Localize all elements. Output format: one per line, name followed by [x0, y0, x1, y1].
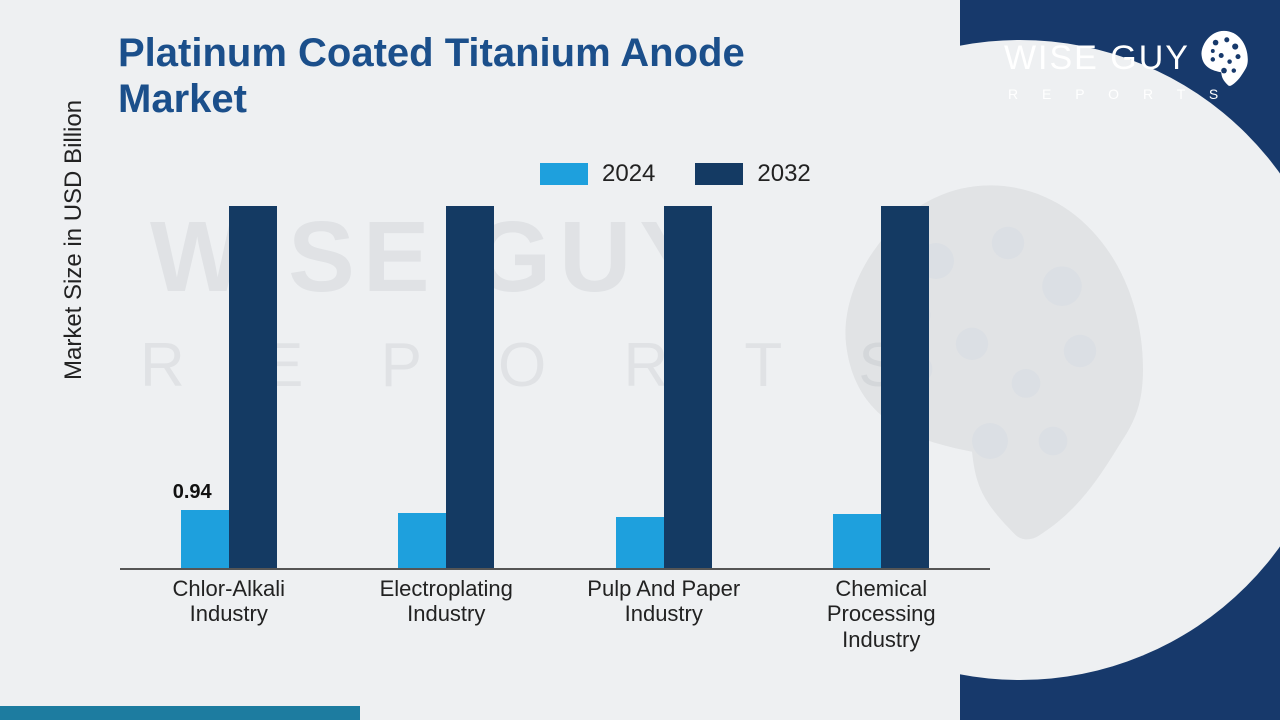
category-label: Chemical Processing Industry: [801, 576, 961, 680]
category-label: Electroplating Industry: [366, 576, 526, 680]
bar-value-label: 0.94: [173, 481, 212, 504]
brand-name: WISE GUY: [1004, 39, 1190, 78]
bar-2032: [229, 206, 277, 568]
chart-legend: 2024 2032: [540, 160, 811, 188]
bottom-accent-bar: [0, 706, 360, 720]
legend-item-2032: 2032: [695, 160, 810, 188]
legend-label-2024: 2024: [602, 160, 655, 188]
plot-area: 0.94 Chlor-Alkali Industry Electroplating…: [120, 200, 990, 680]
brand-logo: WISE GUY R E P O R T S: [1004, 28, 1252, 102]
y-axis-label: Market Size in USD Billion: [60, 100, 88, 380]
brand-head-icon: [1196, 28, 1252, 88]
bar-2024: [398, 513, 446, 568]
bar-2024: [616, 517, 664, 568]
category-label: Pulp And Paper Industry: [584, 576, 744, 680]
bar-group: [398, 206, 494, 568]
bar-2032: [664, 206, 712, 568]
x-axis-line: [120, 568, 990, 570]
bar-2024: [181, 510, 229, 568]
chart-title: Platinum Coated Titanium Anode Market: [118, 30, 838, 122]
legend-swatch-2032: [695, 163, 743, 185]
bar-2032: [881, 206, 929, 568]
legend-swatch-2024: [540, 163, 588, 185]
bar-2024: [833, 514, 881, 568]
chart-canvas: WISE GUY R E P O R T S Platinum Coated T…: [0, 0, 1280, 720]
category-label: Chlor-Alkali Industry: [149, 576, 309, 680]
brand-sub: R E P O R T S: [1008, 86, 1252, 102]
bar-2032: [446, 206, 494, 568]
bar-group: [616, 206, 712, 568]
legend-label-2032: 2032: [757, 160, 810, 188]
bar-group: 0.94: [181, 206, 277, 568]
category-labels-row: Chlor-Alkali Industry Electroplating Indu…: [120, 576, 990, 680]
bar-group: [833, 206, 929, 568]
legend-item-2024: 2024: [540, 160, 655, 188]
bar-groups: 0.94: [120, 200, 990, 568]
